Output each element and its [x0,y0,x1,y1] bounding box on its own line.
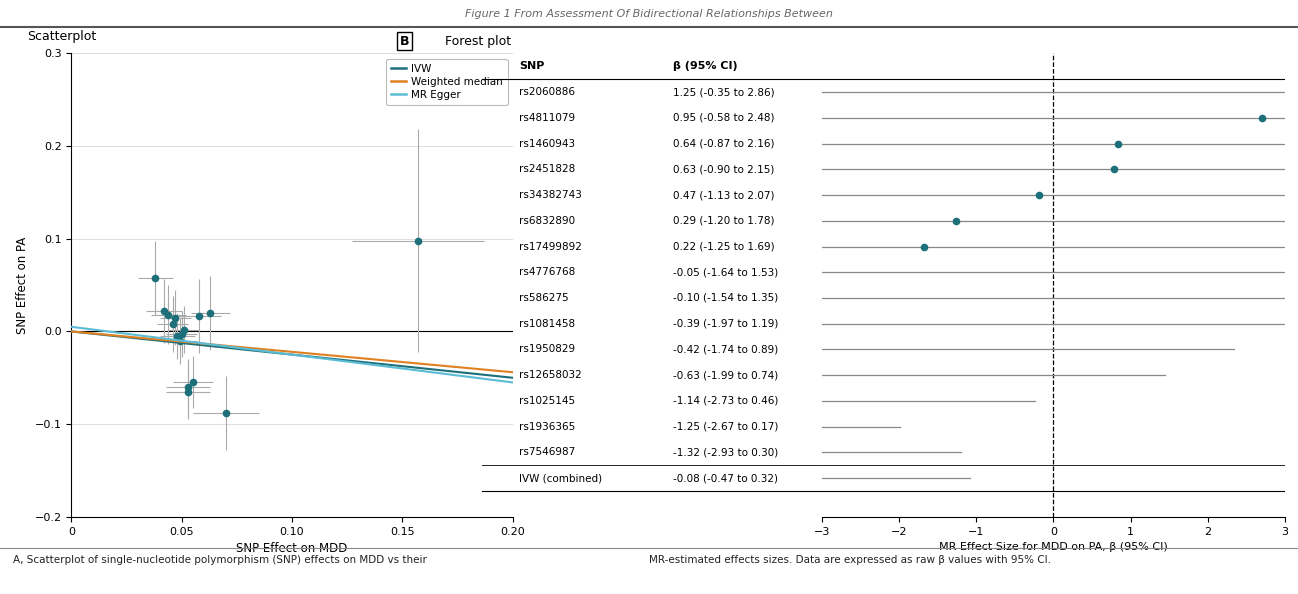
Text: 0.47 (-1.13 to 2.07): 0.47 (-1.13 to 2.07) [674,190,775,200]
Text: -0.39 (-1.97 to 1.19): -0.39 (-1.97 to 1.19) [674,319,779,328]
Text: 0.63 (-0.90 to 2.15): 0.63 (-0.90 to 2.15) [674,165,775,174]
Text: 0.22 (-1.25 to 1.69): 0.22 (-1.25 to 1.69) [674,242,775,251]
Text: rs6832890: rs6832890 [519,216,575,226]
Text: rs34382743: rs34382743 [519,190,582,200]
Text: -0.42 (-1.74 to 0.89): -0.42 (-1.74 to 0.89) [674,345,779,355]
Text: Figure 1 From Assessment Of Bidirectional Relationships Between: Figure 1 From Assessment Of Bidirectiona… [465,9,833,19]
Text: rs1081458: rs1081458 [519,319,575,328]
Text: Scatterplot: Scatterplot [27,30,96,43]
Text: rs586275: rs586275 [519,293,569,303]
Text: Forest plot: Forest plot [445,35,511,48]
Text: rs7546987: rs7546987 [519,447,575,457]
Text: -0.05 (-1.64 to 1.53): -0.05 (-1.64 to 1.53) [674,267,779,277]
Text: A, Scatterplot of single-nucleotide polymorphism (SNP) effects on MDD vs their: A, Scatterplot of single-nucleotide poly… [13,555,427,565]
Text: rs17499892: rs17499892 [519,242,582,251]
Text: -1.32 (-2.93 to 0.30): -1.32 (-2.93 to 0.30) [674,447,779,457]
Text: rs4776768: rs4776768 [519,267,575,277]
X-axis label: MR Effect Size for MDD on PA, β (95% CI): MR Effect Size for MDD on PA, β (95% CI) [938,542,1168,552]
Text: rs1936365: rs1936365 [519,422,575,432]
Legend: IVW, Weighted median, MR Egger: IVW, Weighted median, MR Egger [386,59,508,105]
Text: rs1025145: rs1025145 [519,396,575,406]
Text: MR-estimated effects sizes. Data are expressed as raw β values with 95% CI.: MR-estimated effects sizes. Data are exp… [649,555,1051,565]
Text: rs1950829: rs1950829 [519,345,575,355]
Text: rs4811079: rs4811079 [519,113,575,123]
Text: -1.14 (-2.73 to 0.46): -1.14 (-2.73 to 0.46) [674,396,779,406]
Text: -0.63 (-1.99 to 0.74): -0.63 (-1.99 to 0.74) [674,370,779,380]
Text: rs2060886: rs2060886 [519,87,575,97]
Text: IVW (combined): IVW (combined) [519,473,602,483]
Text: -1.25 (-2.67 to 0.17): -1.25 (-2.67 to 0.17) [674,422,779,432]
Text: β (95% CI): β (95% CI) [674,61,739,71]
Text: -0.10 (-1.54 to 1.35): -0.10 (-1.54 to 1.35) [674,293,779,303]
Text: rs1460943: rs1460943 [519,138,575,148]
Text: -0.08 (-0.47 to 0.32): -0.08 (-0.47 to 0.32) [674,473,779,483]
Text: B: B [400,35,409,48]
Text: rs2451828: rs2451828 [519,165,575,174]
Text: 0.64 (-0.87 to 2.16): 0.64 (-0.87 to 2.16) [674,138,775,148]
Text: 0.29 (-1.20 to 1.78): 0.29 (-1.20 to 1.78) [674,216,775,226]
Y-axis label: SNP Effect on PA: SNP Effect on PA [16,236,29,334]
X-axis label: SNP Effect on MDD: SNP Effect on MDD [236,542,348,555]
Text: rs12658032: rs12658032 [519,370,582,380]
Text: 1.25 (-0.35 to 2.86): 1.25 (-0.35 to 2.86) [674,87,775,97]
Text: SNP: SNP [519,61,544,71]
Text: 0.95 (-0.58 to 2.48): 0.95 (-0.58 to 2.48) [674,113,775,123]
